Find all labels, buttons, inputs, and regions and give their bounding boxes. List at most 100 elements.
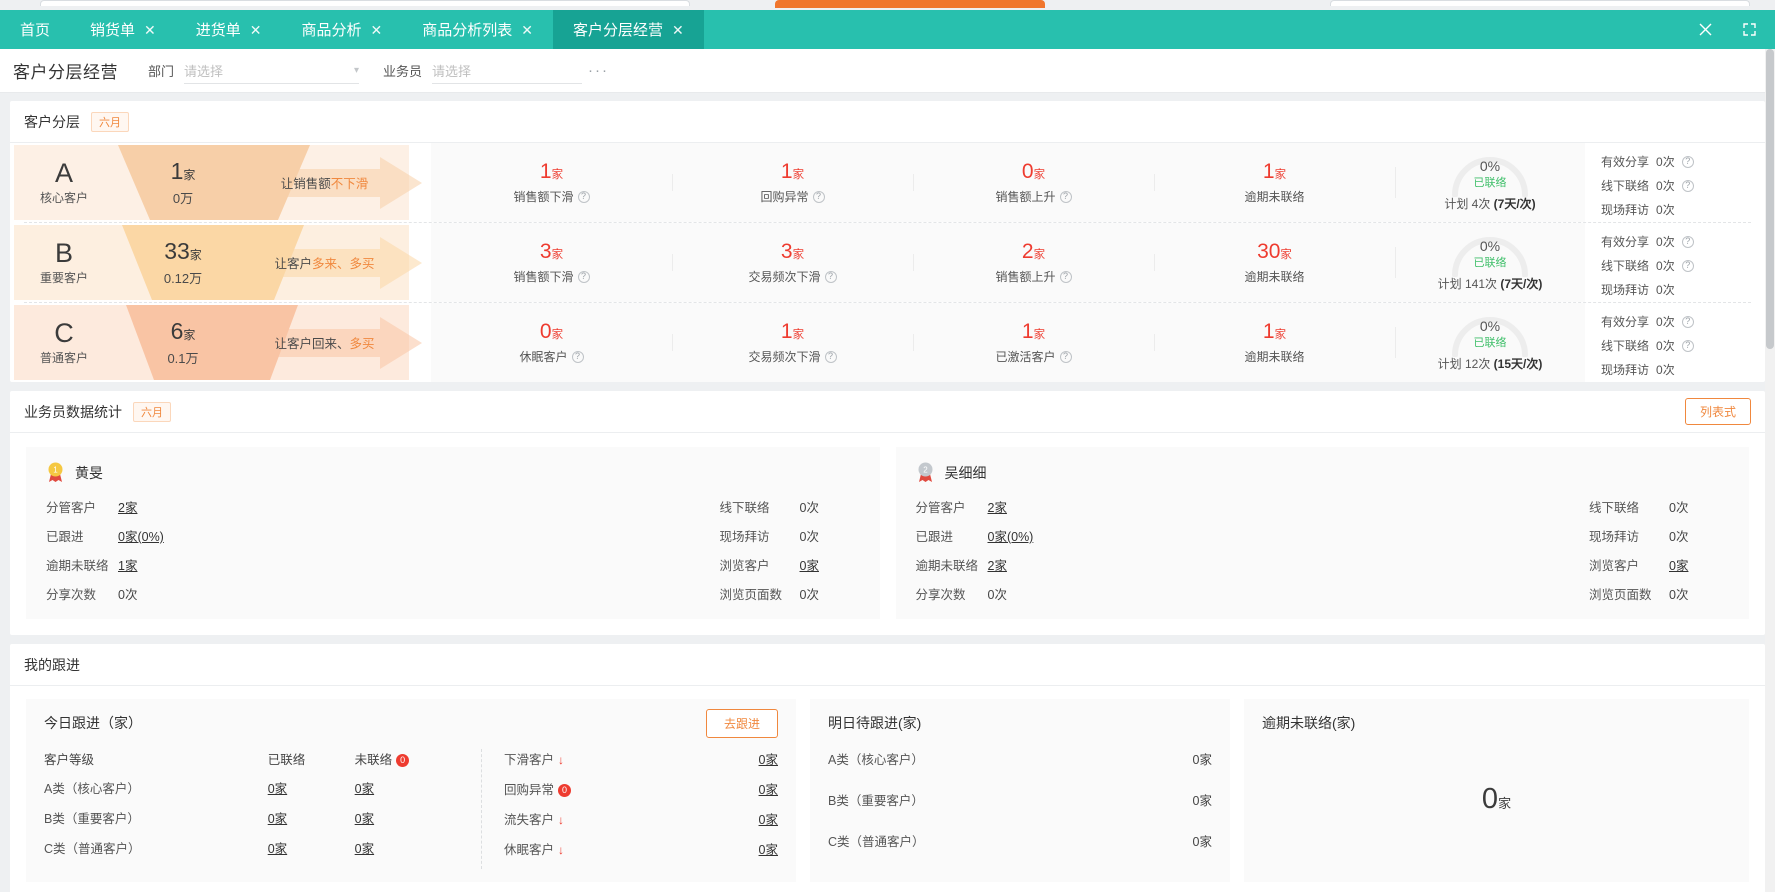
sales-month-chip[interactable]: 六月	[133, 402, 171, 422]
stat-value[interactable]: 2家	[987, 501, 1007, 515]
uncontacted-link[interactable]: 0家	[354, 842, 375, 856]
gauge-icon: 0% 已联络	[1448, 313, 1532, 357]
metric-value: 2家	[1021, 239, 1046, 263]
tab-product-analysis-list[interactable]: 商品分析列表 ✕	[402, 10, 553, 49]
list-view-button[interactable]: 列表式	[1684, 398, 1751, 425]
contacted-link[interactable]: 0家	[267, 782, 288, 796]
department-select[interactable]: 请选择 ▾	[184, 58, 360, 84]
go-followup-button[interactable]: 去跟进	[705, 709, 778, 738]
staff-select[interactable]: 请选择	[432, 58, 583, 84]
stat-value[interactable]: 0家(0%)	[118, 530, 164, 544]
tab-home[interactable]: 首页	[0, 10, 70, 49]
more-filters-icon[interactable]: ···	[588, 62, 610, 79]
gauge-text: 0% 已联络	[1448, 158, 1532, 190]
tier-metric: 1家 销售额下滑?	[431, 160, 672, 205]
stat-value[interactable]: 1家	[118, 559, 138, 573]
help-icon[interactable]: ?	[1059, 350, 1072, 363]
gauge-percent: 0%	[1479, 238, 1501, 254]
stat-value: 0次	[987, 588, 1007, 602]
close-icon[interactable]: ✕	[249, 21, 262, 38]
help-icon[interactable]: ?	[1059, 190, 1072, 203]
help-icon[interactable]: ?	[824, 270, 837, 283]
table-row: B类（重要客户） 0家 0家	[44, 808, 481, 838]
stat-value[interactable]: 0家	[1669, 559, 1689, 573]
gauge-status: 已联络	[1473, 177, 1507, 190]
help-icon[interactable]: ?	[577, 270, 590, 283]
help-icon[interactable]: ?	[577, 190, 590, 203]
uncontacted-link[interactable]: 0家	[354, 812, 375, 826]
spacer	[1108, 584, 1590, 603]
alert-link[interactable]: 0家	[758, 813, 778, 827]
alert-label: 休眠客户 ↓	[504, 843, 565, 857]
tier-slogan: 让销售额不下滑	[280, 177, 369, 191]
extra-label: 线下联络	[1601, 179, 1650, 193]
close-icon[interactable]: ✕	[144, 21, 156, 38]
extra-value: 0次	[1656, 179, 1675, 193]
help-icon[interactable]: ?	[571, 350, 584, 363]
extra-value: 0次	[1656, 259, 1675, 273]
tier-count: 6家 0.1万	[118, 318, 248, 367]
chevron-down-icon: ▾	[353, 64, 360, 76]
window-close-button[interactable]	[1683, 10, 1727, 49]
gauge-plan-accent: (7天/次)	[1500, 277, 1543, 291]
stat-value[interactable]: 2家	[118, 501, 138, 515]
arrow-down-icon: ↓	[558, 813, 565, 827]
help-icon[interactable]: ?	[1681, 179, 1694, 192]
extra-label: 现场拜访	[1601, 363, 1650, 377]
stat-value[interactable]: 0家	[799, 559, 819, 573]
scrollbar-thumb[interactable]	[1766, 49, 1774, 349]
sales-person-name: 黄旻	[75, 464, 103, 481]
tier-grade-letter: B	[54, 238, 73, 269]
tier-grade-label: 重要客户	[39, 270, 88, 285]
close-icon[interactable]: ✕	[370, 21, 383, 38]
arrow-down-icon: ↓	[558, 843, 565, 857]
tier-grade-label: 核心客户	[39, 190, 88, 205]
tab-customer-tier[interactable]: 客户分层经营 ✕	[553, 10, 704, 49]
overdue-number: 0	[1481, 783, 1499, 815]
alert-link[interactable]: 0家	[758, 843, 778, 857]
stat-value[interactable]: 0家(0%)	[987, 530, 1034, 544]
help-icon[interactable]: ?	[1681, 315, 1694, 328]
contacted-link[interactable]: 0家	[267, 842, 288, 856]
overdue-card: 逾期未联络(家) 0家	[1244, 699, 1749, 882]
close-icon[interactable]: ✕	[672, 21, 684, 38]
gauge-text: 0% 已联络	[1448, 238, 1532, 270]
chrome-tab-active	[775, 0, 1045, 8]
help-icon[interactable]: ?	[1681, 339, 1694, 352]
followup-panel-title: 我的跟进	[24, 657, 80, 673]
metric-value: 1家	[780, 319, 805, 343]
close-icon[interactable]: ✕	[521, 21, 534, 38]
table-header-row: 客户等级 已联络 未联络 0	[44, 749, 481, 778]
spacer	[238, 526, 720, 545]
extra-value: 0次	[1656, 283, 1675, 297]
tier-month-chip[interactable]: 六月	[91, 112, 129, 132]
help-icon[interactable]: ?	[1681, 235, 1694, 248]
help-icon[interactable]: ?	[812, 190, 825, 203]
stat-label: 已跟进	[46, 530, 84, 544]
page-scrollbar[interactable]	[1765, 49, 1775, 892]
metric-value: 3家	[539, 239, 564, 263]
tab-product-analysis[interactable]: 商品分析 ✕	[282, 10, 403, 49]
uncontacted-link[interactable]: 0家	[354, 782, 375, 796]
tier-row-separator	[24, 222, 1751, 223]
alert-link[interactable]: 0家	[758, 753, 778, 767]
window-maximize-button[interactable]	[1727, 10, 1771, 49]
tomorrow-label: C类（普通客户）	[828, 835, 925, 849]
tier-slogan-accent: 多买	[349, 337, 375, 351]
metric-label: 销售额上升?	[917, 188, 1150, 205]
help-icon[interactable]: ?	[824, 350, 837, 363]
stat-value[interactable]: 2家	[987, 559, 1007, 573]
alert-link[interactable]: 0家	[758, 783, 778, 797]
sales-panel-header: 业务员数据统计 六月 列表式	[10, 391, 1765, 433]
contacted-link[interactable]: 0家	[267, 812, 288, 826]
tab-purchase-order[interactable]: 进货单 ✕	[176, 10, 282, 49]
tab-sales-order[interactable]: 销货单 ✕	[70, 10, 176, 49]
sales-panel-title: 业务员数据统计	[24, 404, 122, 420]
grade-cell: C类（普通客户）	[44, 842, 141, 856]
help-icon[interactable]: ?	[1059, 270, 1072, 283]
tier-metric: 0家 销售额上升?	[913, 160, 1154, 205]
help-icon[interactable]: ?	[1681, 259, 1694, 272]
tier-gauge: 0% 已联络 计划 141次 (7天/次)	[1395, 233, 1585, 292]
contacted-cell: 0家	[268, 778, 355, 808]
help-icon[interactable]: ?	[1681, 155, 1694, 168]
